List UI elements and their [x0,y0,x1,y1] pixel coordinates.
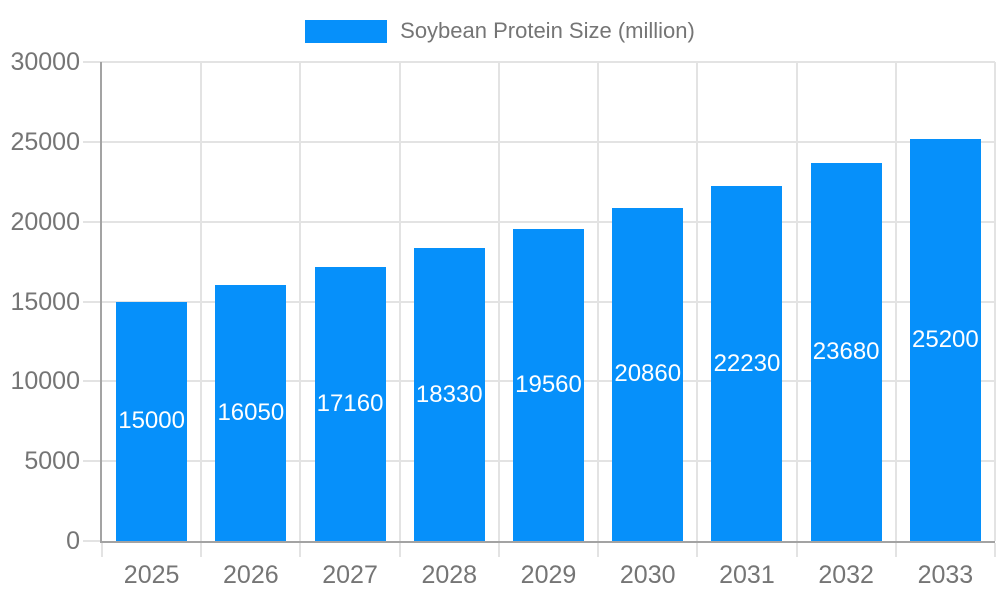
x-gridline [696,62,699,541]
x-tick-label: 2031 [719,561,775,589]
x-gridline [994,62,996,541]
bar [909,138,981,541]
x-tick-label: 2027 [322,561,378,589]
bar-value-label: 19560 [515,370,582,398]
x-tick-label: 2028 [421,561,478,589]
y-tick-label: 10000 [10,367,80,396]
x-gridline [497,62,500,541]
y-tick [83,300,102,303]
x-tick [795,543,798,557]
legend-swatch [305,19,388,43]
y-tick [83,380,102,383]
x-tick [497,543,500,557]
x-tick [894,543,897,557]
y-tick [83,61,102,63]
bar-value-label: 23680 [812,337,880,365]
x-tick [398,543,401,557]
y-tick-label: 0 [66,527,80,555]
x-tick [101,543,103,557]
bar [810,162,882,541]
y-tick-label: 15000 [10,287,80,316]
y-tick [83,460,102,463]
bar-value-label: 22230 [713,349,781,377]
x-gridline [894,62,897,541]
bar-value-label: 16050 [217,398,285,426]
bar-value-label: 17160 [316,390,384,417]
bar [413,248,485,541]
x-tick-label: 2033 [917,561,974,589]
x-gridline [398,62,401,541]
x-tick-label: 2032 [818,561,874,589]
y-gridline [102,61,995,63]
x-tick [200,543,203,557]
bar [612,207,684,541]
bar-value-label: 18330 [415,380,483,408]
y-gridline [102,220,995,223]
x-gridline [299,62,302,541]
y-gridline [102,140,995,143]
x-tick-label: 2030 [619,561,676,589]
bar [215,284,287,541]
x-tick [994,543,996,557]
bar [314,267,386,541]
y-tick [83,140,102,143]
x-axis-line [100,541,995,543]
x-tick-label: 2026 [223,561,279,589]
y-axis-line [100,62,102,543]
legend-item[interactable]: Soybean Protein Size (million) [0,18,1000,44]
y-tick-label: 5000 [24,447,80,476]
x-gridline [597,62,600,541]
x-tick-label: 2029 [520,561,577,589]
x-tick [696,543,699,557]
x-tick-label: 2025 [123,561,180,589]
y-tick-label: 20000 [10,207,80,236]
x-tick [299,543,302,557]
x-tick [597,543,600,557]
legend-label: Soybean Protein Size (million) [400,18,695,43]
bar [711,186,783,541]
bar [116,301,188,541]
bar [513,228,584,541]
y-tick-label: 30000 [10,48,80,76]
bar-value-label: 25200 [912,325,979,353]
x-gridline [795,62,798,541]
y-tick [83,220,102,223]
x-gridline [200,62,203,541]
bar-value-label: 20860 [614,360,682,388]
y-tick [83,540,102,542]
bar-value-label: 15000 [118,407,185,435]
y-tick-label: 25000 [10,127,80,156]
